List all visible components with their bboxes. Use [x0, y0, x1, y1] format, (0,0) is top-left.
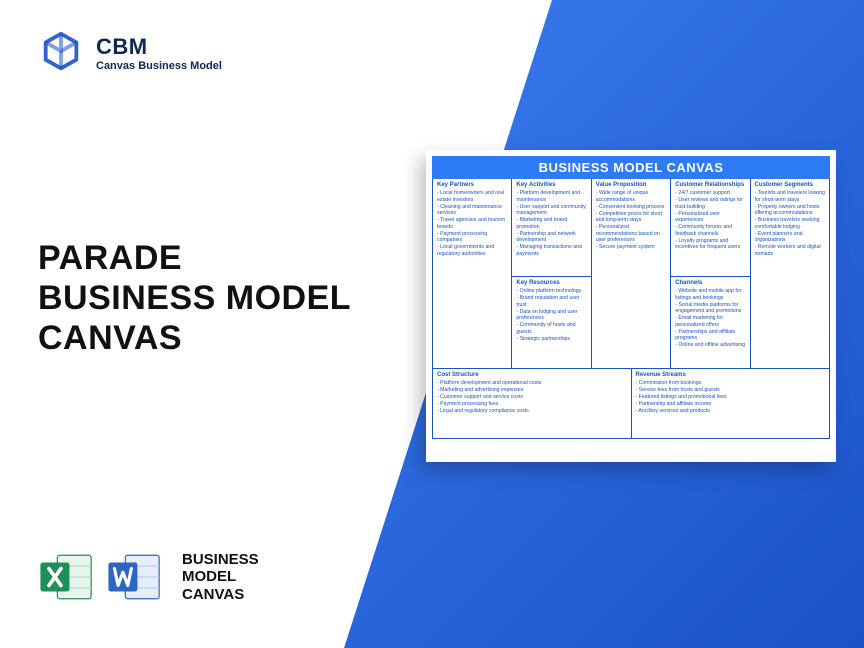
- title-line-1: PARADE: [38, 238, 351, 278]
- hex-logo-icon: [38, 30, 84, 76]
- list-item: Service fees from hosts and guests: [636, 387, 826, 394]
- list-item: Data on lodging and user preferences: [516, 309, 586, 322]
- list-item: Partnership and network development: [516, 231, 586, 244]
- canvas-grid: Key PartnersLocal homeowners and real es…: [432, 179, 830, 439]
- list-item: Wide range of unique accommodations: [596, 190, 666, 203]
- list-item: Community forums and feedback channels: [675, 224, 745, 237]
- list-item: Platform development and maintenance: [516, 190, 586, 203]
- list-item: Event planners and organizations: [755, 231, 825, 244]
- list-item: Secure payment system: [596, 244, 666, 251]
- list-item: Loyalty programs and incentives for freq…: [675, 238, 745, 251]
- list-item: Payment processing fees: [437, 401, 627, 408]
- file-format-block: BUSINESS MODEL CANVAS: [38, 548, 259, 606]
- cell-revenue-streams: Revenue StreamsCommission from bookingsS…: [631, 369, 830, 439]
- list-item: User support and community management: [516, 204, 586, 217]
- list-item: Commission from bookings: [636, 380, 826, 387]
- logo-abbr: CBM: [96, 34, 222, 60]
- list-item: Legal and regulatory compliance costs: [437, 408, 627, 415]
- list-item: Partnerships and affiliate programs: [675, 329, 745, 342]
- list-item: Strategic partnerships: [516, 336, 586, 343]
- canvas-preview: BUSINESS MODEL CANVAS Key PartnersLocal …: [426, 150, 836, 462]
- title-line-3: CANVAS: [38, 318, 351, 358]
- page-title: PARADE BUSINESS MODEL CANVAS: [38, 238, 351, 358]
- list-item: Platform development and operational cos…: [437, 380, 627, 387]
- list-item: Website and mobile app for listings and …: [675, 288, 745, 301]
- list-item: Convenient booking process: [596, 204, 666, 211]
- list-item: Cleaning and maintenance services: [437, 204, 507, 217]
- list-item: Payment processing companies: [437, 231, 507, 244]
- cell-customer-relationships: Customer Relationships24/7 customer supp…: [670, 179, 749, 277]
- list-item: Ancillary services and products: [636, 408, 826, 415]
- list-item: Managing transactions and payments: [516, 244, 586, 257]
- list-item: Personalized recommendations based on us…: [596, 224, 666, 244]
- list-item: Marketing and brand promotion: [516, 217, 586, 230]
- bmc-label: BUSINESS MODEL CANVAS: [182, 551, 259, 603]
- list-item: 24/7 customer support: [675, 190, 745, 197]
- list-item: Property owners and hosts offering accom…: [755, 204, 825, 217]
- cell-channels: ChannelsWebsite and mobile app for listi…: [670, 277, 749, 369]
- word-icon: [106, 548, 164, 606]
- list-item: Community of hosts and guests: [516, 322, 586, 335]
- list-item: Remote workers and digital nomads: [755, 244, 825, 257]
- list-item: Local homeowners and real estate investo…: [437, 190, 507, 203]
- logo-full: Canvas Business Model: [96, 60, 222, 72]
- cell-key-resources: Key ResourcesOnline platform technologyB…: [511, 277, 590, 369]
- list-item: Marketing and advertising expenses: [437, 387, 627, 394]
- brand-logo: CBM Canvas Business Model: [38, 30, 222, 76]
- list-item: Online platform technology: [516, 288, 586, 295]
- list-item: Personalized user experiences: [675, 211, 745, 224]
- list-item: Email marketing for personalized offers: [675, 315, 745, 328]
- list-item: Travel agencies and tourism boards: [437, 217, 507, 230]
- list-item: Competitive prices for short and long-te…: [596, 211, 666, 224]
- cell-key-activities: Key ActivitiesPlatform development and m…: [511, 179, 590, 277]
- cell-cost-structure: Cost StructurePlatform development and o…: [432, 369, 631, 439]
- list-item: Customer support and service costs: [437, 394, 627, 401]
- excel-icon: [38, 548, 96, 606]
- title-line-2: BUSINESS MODEL: [38, 278, 351, 318]
- list-item: Local governments and regulatory authori…: [437, 244, 507, 257]
- canvas-heading: BUSINESS MODEL CANVAS: [432, 156, 830, 179]
- list-item: Business travelers seeking comfortable l…: [755, 217, 825, 230]
- list-item: Online and offline advertising: [675, 342, 745, 349]
- list-item: Tourists and travelers looking for short…: [755, 190, 825, 203]
- list-item: Partnership and affiliate income: [636, 401, 826, 408]
- list-item: User reviews and ratings for trust-build…: [675, 197, 745, 210]
- cell-customer-segments: Customer SegmentsTourists and travelers …: [750, 179, 829, 369]
- list-item: Brand reputation and user trust: [516, 295, 586, 308]
- list-item: Featured listings and promotional fees: [636, 394, 826, 401]
- cell-value-proposition: Value PropositionWide range of unique ac…: [591, 179, 670, 369]
- cell-key-partners: Key PartnersLocal homeowners and real es…: [432, 179, 511, 369]
- list-item: Social media platforms for engagement an…: [675, 302, 745, 315]
